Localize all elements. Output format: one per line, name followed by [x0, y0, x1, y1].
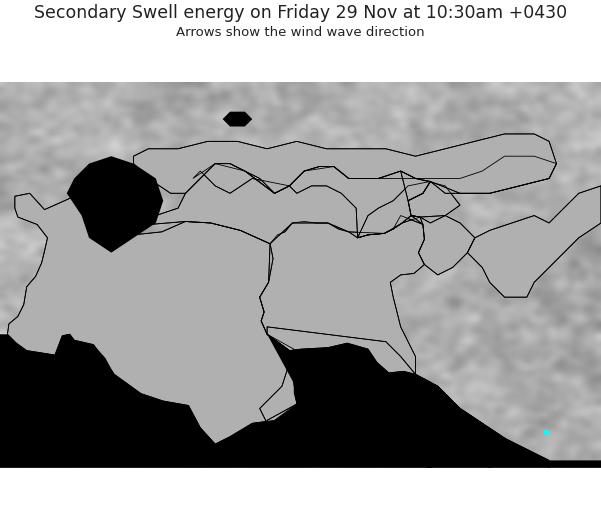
Text: Arrows show the wind wave direction: Arrows show the wind wave direction — [176, 26, 425, 39]
Text: Secondary Swell energy on Friday 29 Nov at 10:30am +0430: Secondary Swell energy on Friday 29 Nov … — [34, 4, 567, 21]
